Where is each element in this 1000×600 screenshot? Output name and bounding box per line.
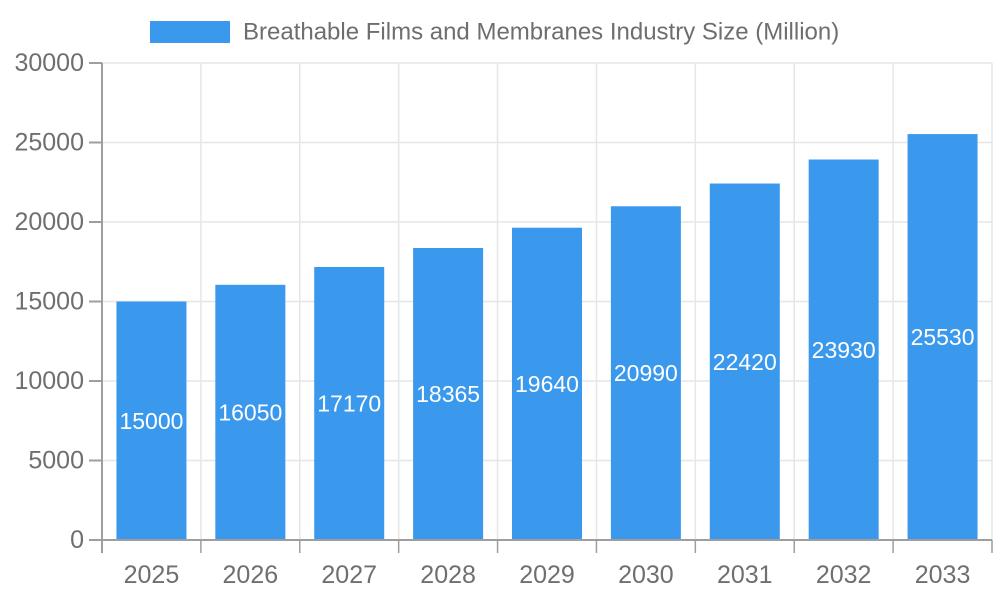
y-axis-label-15000: 15000 (14, 288, 84, 316)
x-axis-label-2031: 2031 (717, 561, 773, 589)
y-axis-label-25000: 25000 (14, 129, 84, 157)
bar-2030[interactable] (610, 206, 681, 540)
bar-2033[interactable] (907, 134, 978, 540)
y-axis-label-0: 0 (70, 526, 84, 554)
bar-value-label-2027: 17170 (317, 390, 381, 416)
bar-2027[interactable] (314, 266, 385, 540)
bar-2026[interactable] (215, 284, 286, 540)
legend-swatch (150, 21, 230, 43)
legend-label: Breathable Films and Membranes Industry … (243, 19, 839, 46)
x-axis-label-2030: 2030 (618, 561, 674, 589)
vertical-gridlines (200, 63, 993, 540)
x-axis-label-2028: 2028 (420, 561, 476, 589)
x-axis-label-2025: 2025 (124, 561, 180, 589)
x-axis-label-2033: 2033 (915, 561, 971, 589)
y-axis-label-30000: 30000 (14, 49, 84, 77)
bar-value-label-2031: 22420 (713, 349, 777, 375)
bar-2029[interactable] (512, 227, 582, 540)
y-axis-label-5000: 5000 (28, 447, 84, 475)
legend: Breathable Films and Membranes Industry … (150, 19, 839, 46)
y-axis-labels: 0 5000 10000 15000 20000 25000 30000 (14, 49, 84, 554)
axis-lines (89, 62, 993, 553)
bar-value-label-2028: 18365 (416, 381, 480, 407)
bar-2031[interactable] (709, 183, 780, 540)
x-axis-label-2032: 2032 (816, 561, 872, 589)
bar-2025[interactable] (116, 301, 187, 541)
bar-value-label-2030: 20990 (614, 360, 678, 386)
bar-series: 15000 16050 17170 18365 19640 20990 22420 23930… (116, 134, 978, 541)
bar-value-label-2032: 23930 (812, 337, 876, 363)
bar-2028[interactable] (413, 247, 484, 540)
bar-value-label-2029: 19640 (515, 371, 579, 397)
bar-2032[interactable] (808, 159, 879, 540)
x-axis-label-2027: 2027 (321, 561, 377, 589)
bar-value-label-2025: 15000 (119, 408, 183, 434)
y-axis-label-20000: 20000 (14, 208, 84, 236)
x-axis-labels: 2025 2026 2027 2028 2029 2030 2031 2032 2033 (124, 561, 971, 589)
bar-value-label-2033: 25530 (911, 324, 975, 350)
y-axis-label-10000: 10000 (14, 367, 84, 395)
x-axis-label-2026: 2026 (223, 561, 279, 589)
x-axis-label-2029: 2029 (519, 561, 575, 589)
bar-value-label-2026: 16050 (218, 399, 282, 425)
